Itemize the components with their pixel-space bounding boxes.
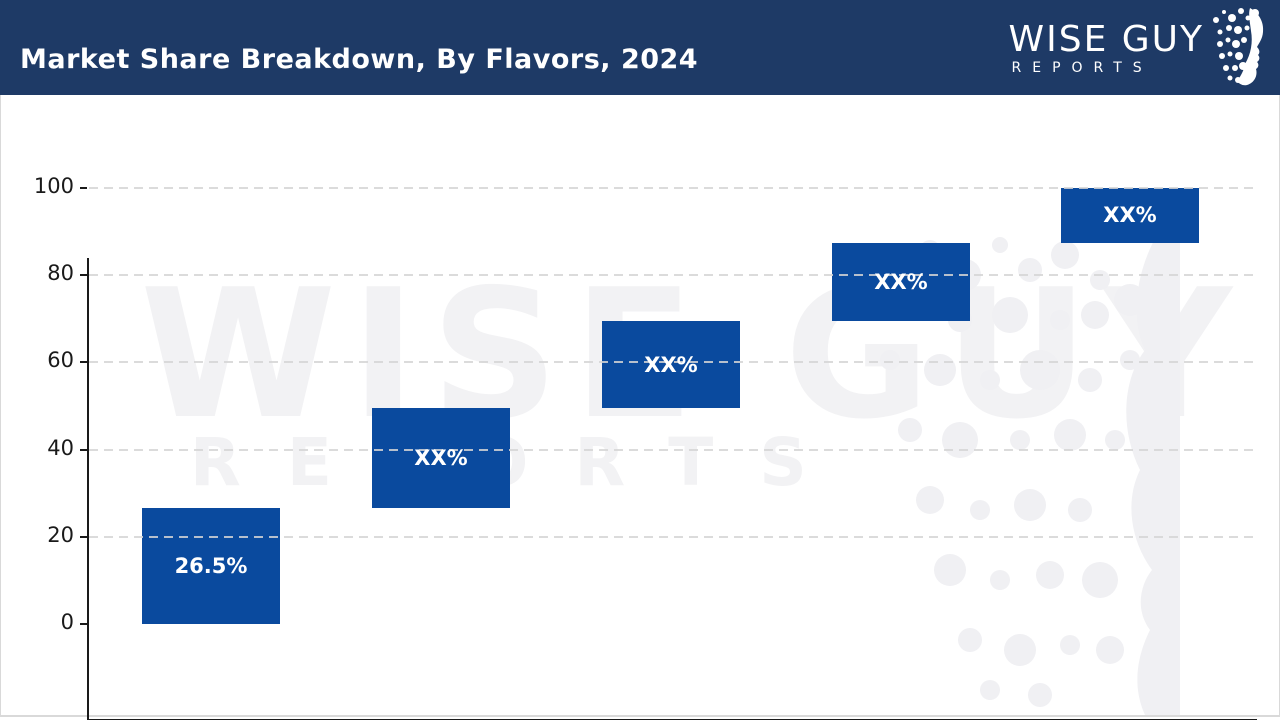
bar-vegetable xyxy=(832,242,970,321)
gridline-y-20 xyxy=(89,535,1256,538)
bar-value-label-other: XX% xyxy=(1103,203,1157,228)
bar-value-label-vegetable: XX% xyxy=(874,269,928,294)
header-bar: Market Share Breakdown, By Flavors, 2024 xyxy=(0,0,1280,95)
y-tick-label-80: 80 xyxy=(47,261,74,286)
bottom-frame-line xyxy=(0,715,1280,717)
y-tick-label-40: 40 xyxy=(47,435,74,460)
brand-logo: WISE GUY REPORTS xyxy=(1009,4,1267,92)
y-tick-mark-100 xyxy=(80,187,87,189)
bar-other xyxy=(1061,188,1199,243)
gridline-y-80 xyxy=(89,274,1256,277)
y-tick-mark-80 xyxy=(80,274,87,277)
brand-name: WISE GUY xyxy=(1008,18,1204,60)
brand-face-dots-icon xyxy=(1213,8,1264,86)
y-tick-label-100: 100 xyxy=(33,174,74,198)
y-tick-mark-40 xyxy=(80,448,87,451)
gridline-y-60 xyxy=(89,361,1256,364)
bar-herbal xyxy=(602,320,740,409)
gridline-y-100 xyxy=(89,187,1256,189)
bar-value-label-berry: XX% xyxy=(414,446,468,471)
gridline-y-40 xyxy=(89,448,1256,451)
y-tick-mark-20 xyxy=(80,535,87,538)
plot-area: 02040608010026.5%CitrusXX%BerryXX%Herbal… xyxy=(0,95,1280,720)
brand-logo-text: WISE GUY REPORTS xyxy=(1008,18,1205,76)
y-tick-mark-60 xyxy=(80,361,87,364)
y-tick-mark-0 xyxy=(80,623,87,625)
y-tick-label-0: 0 xyxy=(60,610,74,634)
bar-value-label-citrus: 26.5% xyxy=(174,554,248,579)
bar-berry xyxy=(372,408,510,509)
y-tick-label-60: 60 xyxy=(47,348,74,373)
left-frame-line xyxy=(0,95,1,717)
bar-value-label-herbal: XX% xyxy=(644,352,698,377)
y-tick-label-20: 20 xyxy=(47,522,74,547)
bar-citrus xyxy=(142,508,280,624)
brand-subname: REPORTS xyxy=(1011,59,1153,76)
y-axis-line xyxy=(87,258,89,720)
chart-title: Market Share Breakdown, By Flavors, 2024 xyxy=(20,44,699,75)
